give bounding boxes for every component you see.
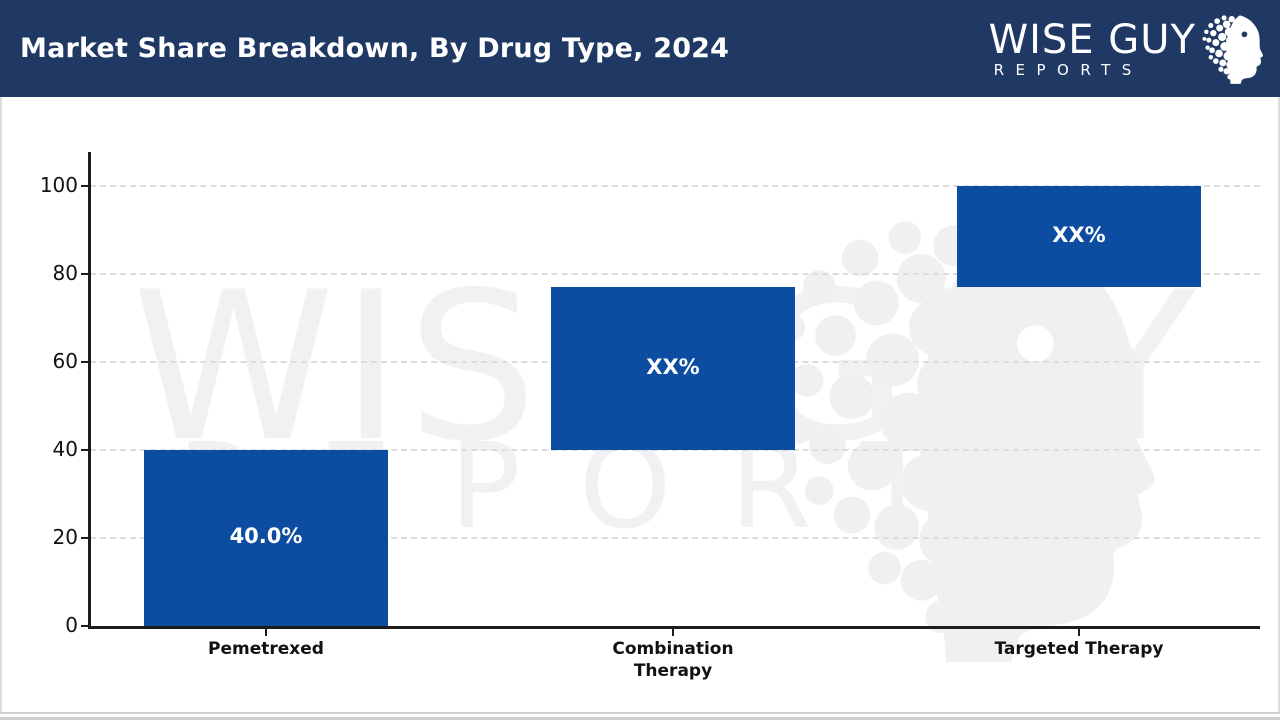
y-tick-mark [81, 185, 90, 187]
plot: 0 20 40 60 80 100 40.0% Pemetrexed XX% Combinatio… [2, 97, 1278, 712]
y-tick-label: 0 [65, 613, 78, 637]
bar [144, 450, 388, 626]
y-tick-label: 20 [52, 525, 78, 549]
x-axis-line [88, 626, 1260, 629]
y-tick-label: 60 [52, 349, 78, 373]
header-bar: Market Share Breakdown, By Drug Type, 20… [0, 0, 1280, 97]
x-tick-label: Pemetrexed [208, 639, 324, 659]
y-tick-mark [81, 449, 90, 451]
logo-text: WISE GUY REPORTS [989, 20, 1196, 78]
bottom-strip [0, 717, 1280, 720]
bottom-border-line [0, 712, 1280, 714]
x-tick-mark [265, 628, 267, 636]
chart-area: WISE GUY REPORTS 02040608010040.0%Pemetr… [0, 97, 1280, 712]
x-tick-mark [672, 628, 674, 636]
logo-subtitle: REPORTS [993, 60, 1143, 79]
y-tick-label: 80 [52, 261, 78, 285]
y-tick-label: 100 [39, 173, 78, 197]
y-tick-mark [81, 361, 90, 363]
y-tick-mark [81, 273, 90, 275]
y-axis-line [88, 152, 91, 628]
y-tick-mark [81, 537, 90, 539]
wiseguy-logo: WISE GUY REPORTS [989, 11, 1266, 87]
bar [551, 287, 795, 450]
grid-line [90, 273, 1260, 275]
grid-line [90, 537, 1260, 539]
grid-line [90, 449, 1260, 451]
y-tick-label: 40 [52, 437, 78, 461]
bar-value-label: 40.0% [229, 524, 303, 548]
x-tick-label: Combination Therapy [612, 639, 734, 681]
bar-value-label: XX% [646, 354, 700, 379]
logo-wordmark: WISE GUY [988, 16, 1196, 63]
wiseguy-face-icon [1202, 14, 1263, 84]
bar [957, 186, 1201, 288]
x-tick-label: Targeted Therapy [994, 639, 1164, 659]
y-tick-mark [81, 625, 90, 627]
x-tick-mark [1078, 628, 1080, 636]
grid-line [90, 185, 1260, 187]
bar-value-label: XX% [1052, 222, 1106, 247]
page-title: Market Share Breakdown, By Drug Type, 20… [20, 33, 730, 64]
